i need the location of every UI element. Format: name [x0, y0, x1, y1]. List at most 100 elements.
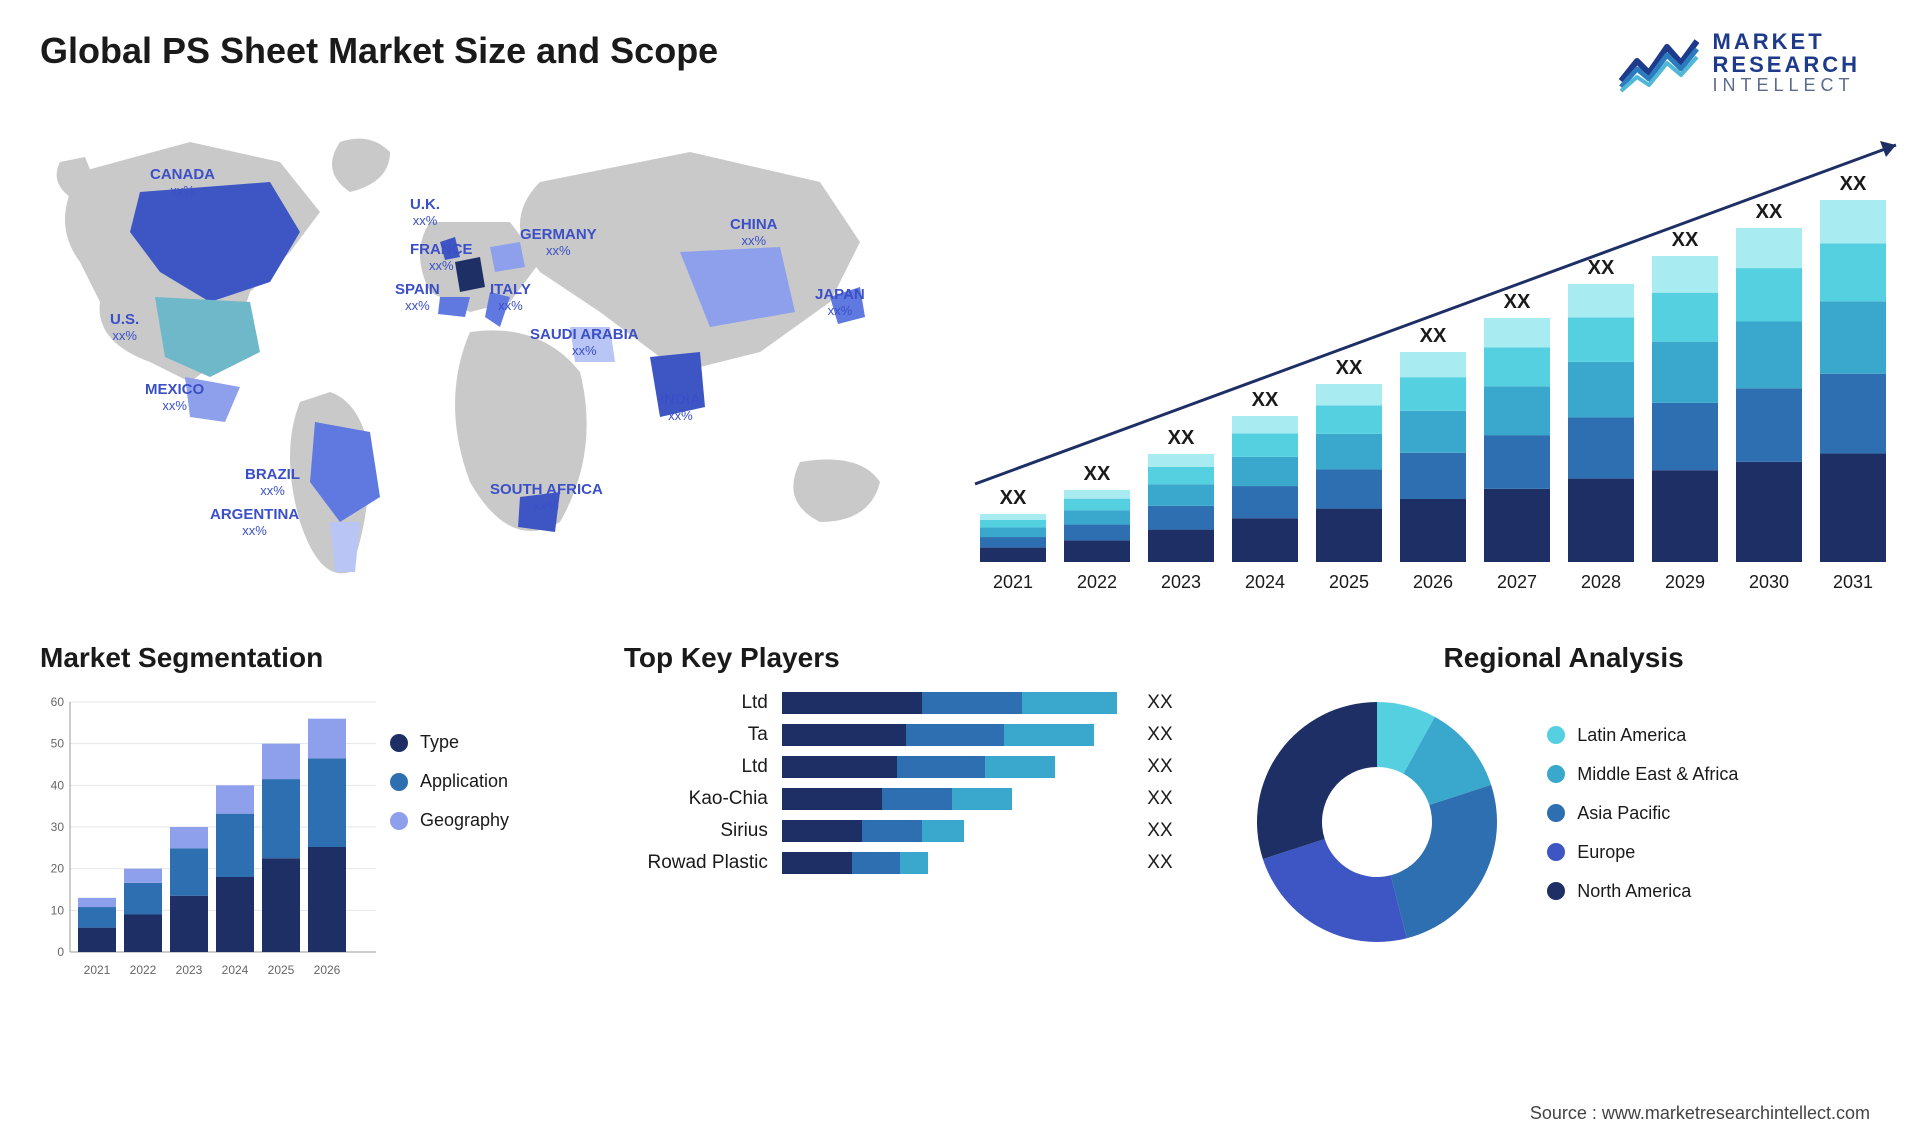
svg-text:XX: XX: [1252, 389, 1279, 411]
segmentation-legend-item: Application: [390, 771, 509, 792]
logo-line2: RESEARCH: [1713, 53, 1860, 76]
svg-text:XX: XX: [1756, 201, 1783, 223]
regional-panel: Regional Analysis Latin America Middle Ea…: [1247, 642, 1880, 982]
svg-text:XX: XX: [1420, 325, 1447, 347]
legend-label: Application: [420, 771, 508, 792]
svg-text:60: 60: [51, 695, 65, 709]
legend-dot-icon: [1547, 726, 1565, 744]
legend-label: North America: [1577, 881, 1691, 902]
legend-label: Europe: [1577, 842, 1635, 863]
map-label-germany: GERMANYxx%: [520, 227, 597, 258]
map-label-china: CHINAxx%: [730, 217, 778, 248]
logo-line3: INTELLECT: [1713, 76, 1860, 95]
svg-text:2025: 2025: [268, 963, 295, 977]
players-chart: LtdXXTaXXLtdXXKao-ChiaXXSiriusXXRowad Pl…: [624, 692, 1197, 874]
regional-legend-item: Latin America: [1547, 725, 1738, 746]
brand-logo: MARKET RESEARCH INTELLECT: [1619, 30, 1860, 95]
svg-text:2030: 2030: [1749, 572, 1789, 592]
map-label-us: U.S.xx%: [110, 312, 139, 343]
players-panel: Top Key Players LtdXXTaXXLtdXXKao-ChiaXX…: [624, 642, 1197, 982]
player-name: Kao-Chia: [624, 788, 774, 810]
regional-legend-item: Europe: [1547, 842, 1738, 863]
svg-text:2021: 2021: [993, 572, 1033, 592]
svg-text:2022: 2022: [130, 963, 157, 977]
svg-text:50: 50: [51, 737, 65, 751]
legend-label: Latin America: [1577, 725, 1686, 746]
svg-text:0: 0: [57, 945, 64, 959]
player-bar: [782, 820, 1139, 842]
svg-text:XX: XX: [1504, 291, 1531, 313]
player-bar-segment: [782, 692, 922, 714]
segmentation-chart-svg: 0102030405060202120222023202420252026: [40, 692, 380, 982]
legend-label: Geography: [420, 810, 509, 831]
legend-dot-icon: [1547, 804, 1565, 822]
source-text: Source : www.marketresearchintellect.com: [1530, 1103, 1870, 1124]
map-label-canada: CANADAxx%: [150, 167, 215, 198]
legend-label: Type: [420, 732, 459, 753]
growth-chart-svg: XX2021XX2022XX2023XX2024XX2025XX2026XX20…: [960, 102, 1900, 602]
map-label-italy: ITALYxx%: [490, 282, 531, 313]
player-bar-segment: [782, 820, 862, 842]
regional-legend-item: Asia Pacific: [1547, 803, 1738, 824]
player-name: Ltd: [624, 692, 774, 714]
legend-label: Asia Pacific: [1577, 803, 1670, 824]
player-bar-segment: [900, 852, 928, 874]
players-title: Top Key Players: [624, 642, 1197, 674]
svg-text:2031: 2031: [1833, 572, 1873, 592]
player-bar: [782, 756, 1139, 778]
player-bar: [782, 692, 1139, 714]
svg-text:XX: XX: [1840, 173, 1867, 195]
svg-text:XX: XX: [1588, 257, 1615, 279]
player-bar-segment: [985, 756, 1055, 778]
svg-text:40: 40: [51, 778, 65, 792]
player-value: XX: [1147, 788, 1197, 810]
svg-text:2028: 2028: [1581, 572, 1621, 592]
player-name: Ltd: [624, 756, 774, 778]
player-bar-segment: [782, 756, 897, 778]
player-bar-segment: [1004, 724, 1094, 746]
svg-text:2026: 2026: [1413, 572, 1453, 592]
segmentation-legend-item: Type: [390, 732, 509, 753]
player-bar: [782, 852, 1139, 874]
map-label-mexico: MEXICOxx%: [145, 382, 204, 413]
svg-text:10: 10: [51, 903, 65, 917]
regional-legend-item: North America: [1547, 881, 1738, 902]
map-label-france: FRANCExx%: [410, 242, 473, 273]
svg-text:2023: 2023: [1161, 572, 1201, 592]
player-value: XX: [1147, 724, 1197, 746]
svg-text:XX: XX: [1168, 427, 1195, 449]
logo-line1: MARKET: [1713, 30, 1860, 53]
legend-label: Middle East & Africa: [1577, 764, 1738, 785]
regional-donut-svg: [1247, 692, 1507, 952]
segmentation-title: Market Segmentation: [40, 642, 574, 674]
map-label-uk: U.K.xx%: [410, 197, 440, 228]
regional-legend-item: Middle East & Africa: [1547, 764, 1738, 785]
player-bar-segment: [862, 820, 922, 842]
player-bar-segment: [922, 820, 964, 842]
svg-text:XX: XX: [1084, 463, 1111, 485]
svg-text:2027: 2027: [1497, 572, 1537, 592]
player-bar: [782, 724, 1139, 746]
legend-dot-icon: [390, 773, 408, 791]
svg-text:XX: XX: [1672, 229, 1699, 251]
player-bar-segment: [782, 852, 852, 874]
legend-dot-icon: [390, 812, 408, 830]
svg-text:2023: 2023: [176, 963, 203, 977]
regional-legend: Latin America Middle East & Africa Asia Pa…: [1547, 725, 1738, 920]
svg-text:2022: 2022: [1077, 572, 1117, 592]
map-label-brazil: BRAZILxx%: [245, 467, 300, 498]
map-label-saudiarabia: SAUDI ARABIAxx%: [530, 327, 639, 358]
legend-dot-icon: [1547, 882, 1565, 900]
player-value: XX: [1147, 692, 1197, 714]
player-value: XX: [1147, 756, 1197, 778]
player-name: Sirius: [624, 820, 774, 842]
svg-text:2024: 2024: [1245, 572, 1285, 592]
map-label-spain: SPAINxx%: [395, 282, 440, 313]
page-title: Global PS Sheet Market Size and Scope: [40, 30, 1880, 72]
map-label-argentina: ARGENTINAxx%: [210, 507, 299, 538]
regional-title: Regional Analysis: [1247, 642, 1880, 674]
logo-wave-icon: [1619, 33, 1699, 93]
player-bar-segment: [852, 852, 900, 874]
legend-dot-icon: [1547, 843, 1565, 861]
player-bar-segment: [782, 788, 882, 810]
